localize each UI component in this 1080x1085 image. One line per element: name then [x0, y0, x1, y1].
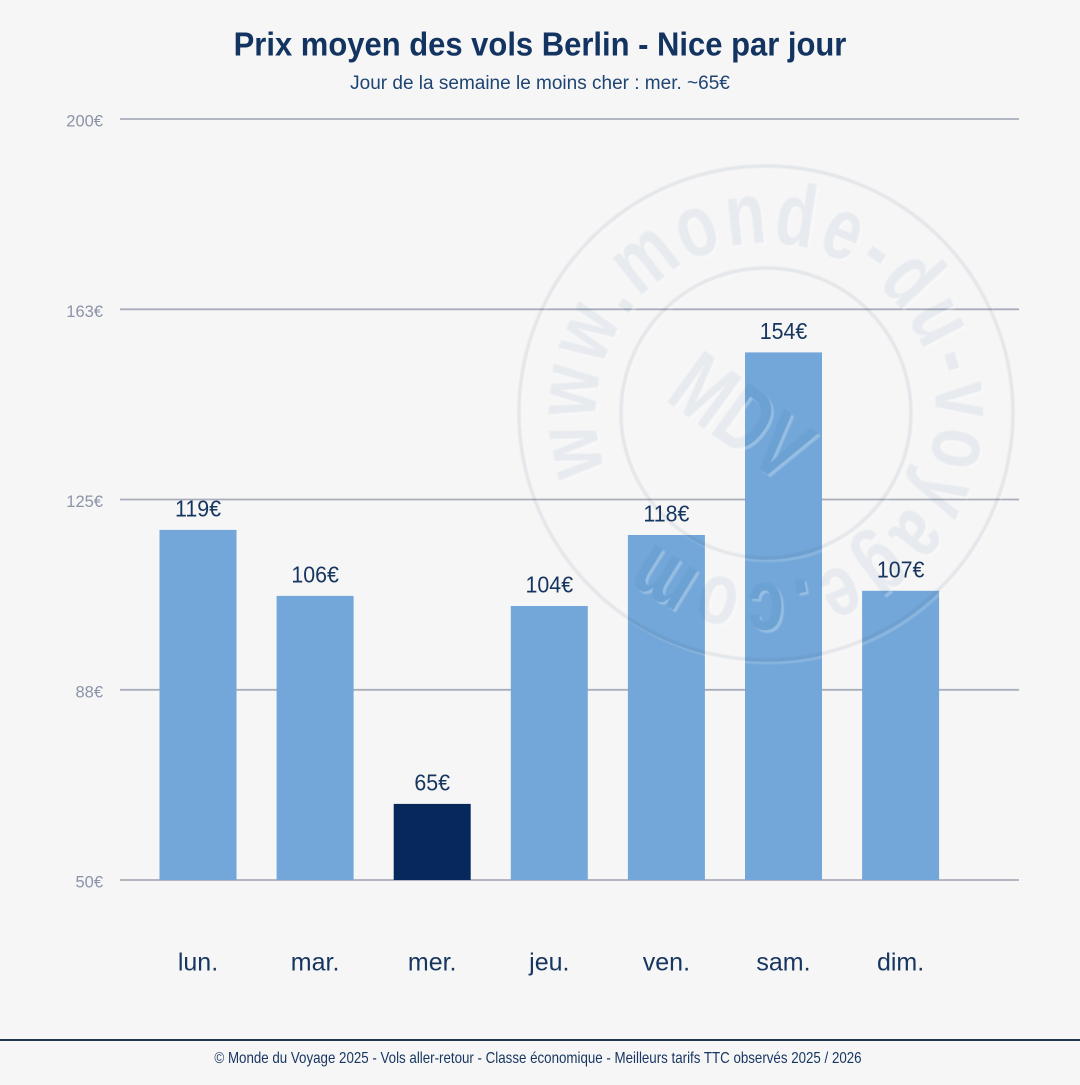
- svg-text:50€: 50€: [75, 874, 103, 892]
- svg-text:lun.: lun.: [178, 949, 218, 977]
- svg-text:88€: 88€: [75, 684, 103, 702]
- svg-text:125€: 125€: [66, 493, 103, 511]
- svg-text:mer.: mer.: [408, 949, 457, 977]
- svg-text:119€: 119€: [175, 496, 222, 522]
- svg-text:107€: 107€: [877, 557, 925, 583]
- svg-text:104€: 104€: [526, 572, 574, 598]
- svg-text:163€: 163€: [66, 303, 103, 321]
- svg-text:mar.: mar.: [291, 949, 340, 977]
- svg-text:200€: 200€: [66, 113, 103, 131]
- svg-text:jeu.: jeu.: [528, 949, 569, 977]
- svg-text:118€: 118€: [643, 501, 690, 527]
- svg-text:Jour de la semaine le moins ch: Jour de la semaine le moins cher : mer. …: [350, 73, 730, 94]
- svg-text:154€: 154€: [760, 318, 808, 344]
- svg-text:© Monde du Voyage 2025 - Vols: © Monde du Voyage 2025 - Vols aller-reto…: [214, 1050, 861, 1067]
- svg-text:106€: 106€: [291, 562, 339, 588]
- svg-text:dim.: dim.: [877, 949, 924, 977]
- svg-text:sam.: sam.: [756, 949, 810, 977]
- svg-text:Prix moyen des vols Berlin - N: Prix moyen des vols Berlin - Nice par jo…: [234, 25, 847, 62]
- svg-text:65€: 65€: [414, 770, 450, 796]
- svg-text:ven.: ven.: [643, 949, 690, 977]
